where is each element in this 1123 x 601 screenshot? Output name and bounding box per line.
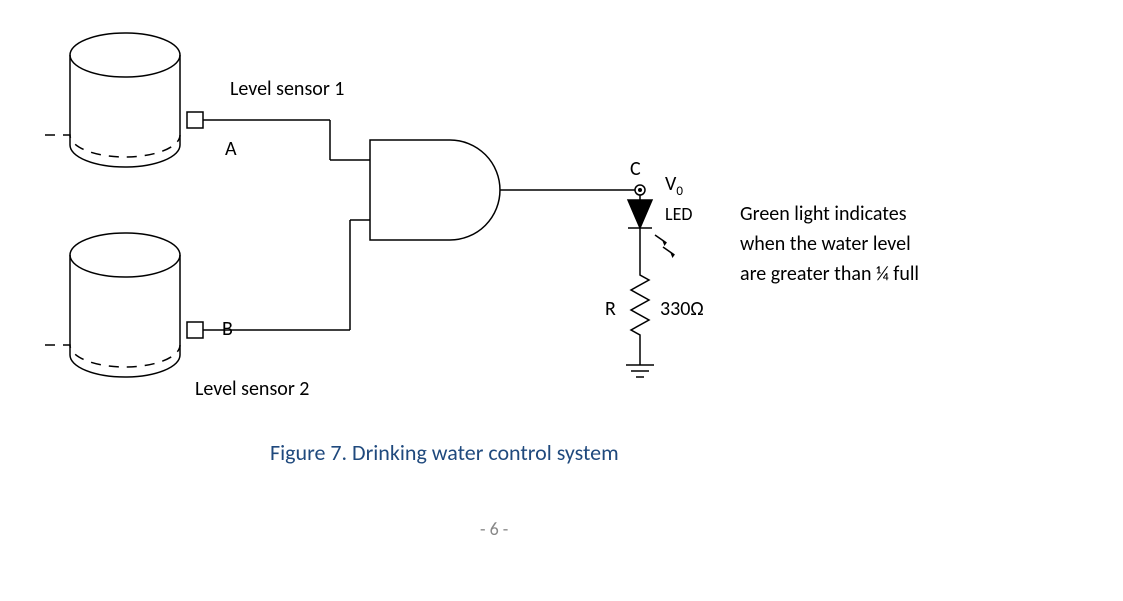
tank-1-level-line [45, 135, 180, 157]
tank-1-sensor [187, 112, 203, 128]
level-sensor-1-label: Level sensor 1 [230, 77, 344, 101]
led-label: LED [665, 203, 692, 225]
level-sensor-2-label: Level sensor 2 [195, 377, 309, 401]
pin-b-label: B [222, 317, 233, 341]
node-c-dot [638, 188, 642, 192]
tank-2-sensor [187, 322, 203, 338]
pin-a-label: A [225, 137, 237, 161]
c-label: C [630, 157, 641, 181]
led-arrow-2-line [663, 247, 674, 255]
tank-2-level-line [45, 345, 180, 367]
figure-caption: Figure 7. Drinking water control system [270, 439, 619, 466]
tank-1-top [70, 33, 180, 77]
led-icon [628, 200, 652, 228]
tank-2-bottom [70, 355, 180, 377]
vo-label: V0 [665, 172, 683, 199]
r-label: R [605, 297, 616, 321]
page-number: - 6 - [480, 518, 508, 540]
r-value: 330Ω [660, 297, 704, 321]
note-line-1: Green light indicates [740, 202, 907, 226]
resistor [631, 270, 649, 340]
tank-1-bottom [70, 145, 180, 167]
note-line-2: when the water level [740, 232, 911, 256]
note-line-3: are greater than ¼ full [740, 262, 919, 286]
tank-2-top [70, 233, 180, 277]
led-arrow-1-line [655, 235, 666, 243]
and-gate [370, 140, 500, 240]
